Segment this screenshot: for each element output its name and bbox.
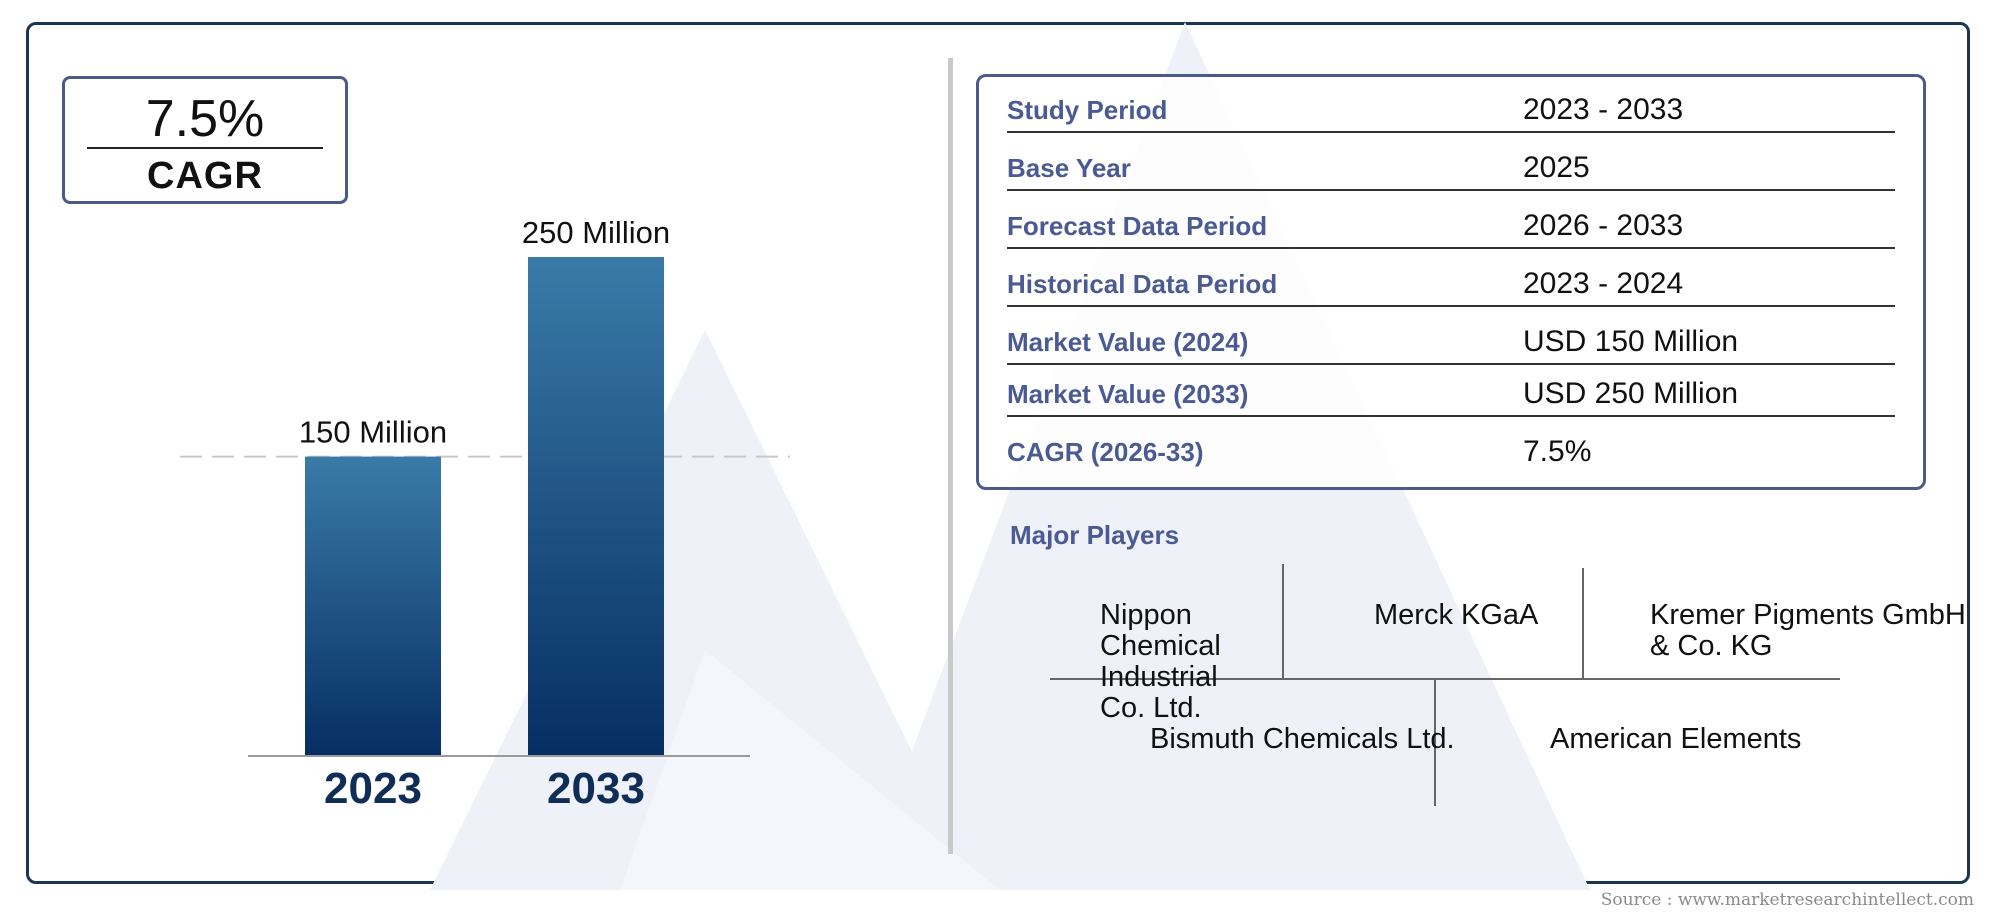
row-value: 2023 - 2033 <box>1523 93 1684 126</box>
bar-2023 <box>305 456 441 756</box>
cagr-kpi-box: 7.5% CAGR <box>62 76 348 204</box>
row-value: 2025 <box>1523 151 1590 184</box>
player-name: Merck KGaA <box>1374 599 1539 631</box>
player-name: Kremer Pigments GmbH & Co. KG <box>1650 599 1966 662</box>
row-key: Forecast Data Period <box>1007 211 1268 241</box>
row-key: Base Year <box>1007 153 1131 183</box>
table-row: Study Period 2023 - 2033 <box>1007 77 1895 133</box>
cagr-label: CAGR <box>147 155 263 197</box>
row-key: Historical Data Period <box>1007 269 1278 299</box>
table-row: CAGR (2026-33) 7.5% <box>1007 419 1895 475</box>
source-credit: Source : www.marketresearchintellect.com <box>1600 890 1974 910</box>
player-name: Bismuth Chemicals Ltd. <box>1150 723 1455 755</box>
row-value: USD 250 Million <box>1523 377 1739 410</box>
cagr-value: 7.5% <box>145 90 265 148</box>
row-key: Study Period <box>1007 95 1168 125</box>
table-row: Forecast Data Period 2026 - 2033 <box>1007 193 1895 249</box>
row-value: USD 150 Million <box>1523 325 1739 358</box>
study-info-table: Study Period 2023 - 2033 Base Year 2025 … <box>976 74 1926 490</box>
x-tick-label: 2023 <box>324 764 422 813</box>
table-row: Historical Data Period 2023 - 2024 <box>1007 251 1895 307</box>
players-divider <box>1434 680 1436 806</box>
x-tick-label: 2033 <box>547 764 645 813</box>
table-row: Market Value (2033) USD 250 Million <box>1007 361 1895 417</box>
section-divider <box>948 58 953 854</box>
data-label: 150 Million <box>299 415 447 450</box>
players-divider <box>1282 564 1284 678</box>
player-name: Nippon Chemical Industrial Co. Ltd. <box>1100 599 1221 724</box>
row-key: Market Value (2024) <box>1007 327 1249 357</box>
players-divider <box>1050 678 1840 680</box>
data-label: 250 Million <box>522 215 670 250</box>
row-rule <box>1007 131 1895 133</box>
major-players-title: Major Players <box>1010 520 1180 550</box>
row-rule <box>1007 247 1895 249</box>
bar-2033 <box>528 257 664 756</box>
row-rule <box>1007 305 1895 307</box>
cagr-divider <box>87 147 323 149</box>
row-key: Market Value (2033) <box>1007 379 1249 409</box>
row-rule <box>1007 189 1895 191</box>
players-divider <box>1582 568 1584 678</box>
row-value: 2023 - 2024 <box>1523 267 1684 300</box>
player-name: American Elements <box>1550 723 1802 755</box>
row-key: CAGR (2026-33) <box>1007 437 1204 467</box>
row-value: 7.5% <box>1523 435 1592 468</box>
row-rule <box>1007 415 1895 417</box>
table-row: Base Year 2025 <box>1007 135 1895 191</box>
row-value: 2026 - 2033 <box>1523 209 1684 242</box>
market-bar-chart: 150 Million 2023 250 Million 2033 <box>180 215 790 813</box>
table-row: Market Value (2024) USD 150 Million <box>1007 309 1895 365</box>
row-rule <box>1007 363 1895 365</box>
